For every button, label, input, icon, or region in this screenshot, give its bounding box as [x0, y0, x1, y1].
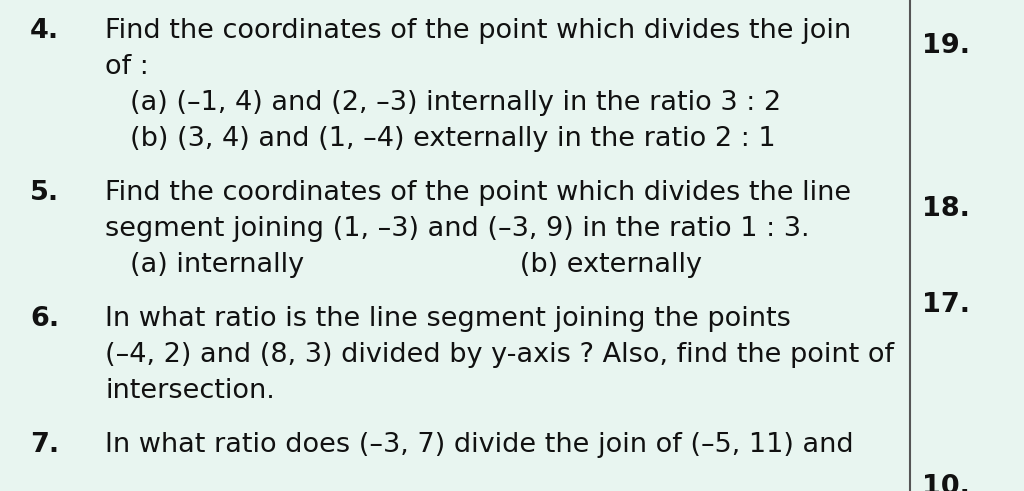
Text: 10.: 10.: [922, 474, 970, 491]
Text: 6.: 6.: [30, 306, 59, 332]
Text: 17.: 17.: [922, 292, 970, 318]
Text: 19.: 19.: [922, 33, 970, 59]
Text: (–4, 2) and (8, 3) divided by y-axis ? Also, find the point of: (–4, 2) and (8, 3) divided by y-axis ? A…: [105, 342, 894, 368]
Text: intersection.: intersection.: [105, 378, 274, 404]
Text: 4.: 4.: [30, 18, 59, 44]
Text: (b) (3, 4) and (1, –4) externally in the ratio 2 : 1: (b) (3, 4) and (1, –4) externally in the…: [130, 126, 775, 152]
Text: segment joining (1, –3) and (–3, 9) in the ratio 1 : 3.: segment joining (1, –3) and (–3, 9) in t…: [105, 216, 810, 242]
Text: In what ratio does (–3, 7) divide the join of (–5, 11) and: In what ratio does (–3, 7) divide the jo…: [105, 432, 854, 458]
Text: In what ratio is the line segment joining the points: In what ratio is the line segment joinin…: [105, 306, 791, 332]
Text: 5.: 5.: [30, 180, 59, 206]
Text: 7.: 7.: [30, 432, 59, 458]
Text: 18.: 18.: [922, 196, 970, 222]
Text: Find the coordinates of the point which divides the join: Find the coordinates of the point which …: [105, 18, 851, 44]
Text: (a) (–1, 4) and (2, –3) internally in the ratio 3 : 2: (a) (–1, 4) and (2, –3) internally in th…: [130, 90, 781, 116]
Text: (a) internally                         (b) externally: (a) internally (b) externally: [130, 252, 702, 278]
Text: of :: of :: [105, 54, 148, 80]
Text: Find the coordinates of the point which divides the line: Find the coordinates of the point which …: [105, 180, 851, 206]
FancyBboxPatch shape: [910, 0, 1024, 491]
